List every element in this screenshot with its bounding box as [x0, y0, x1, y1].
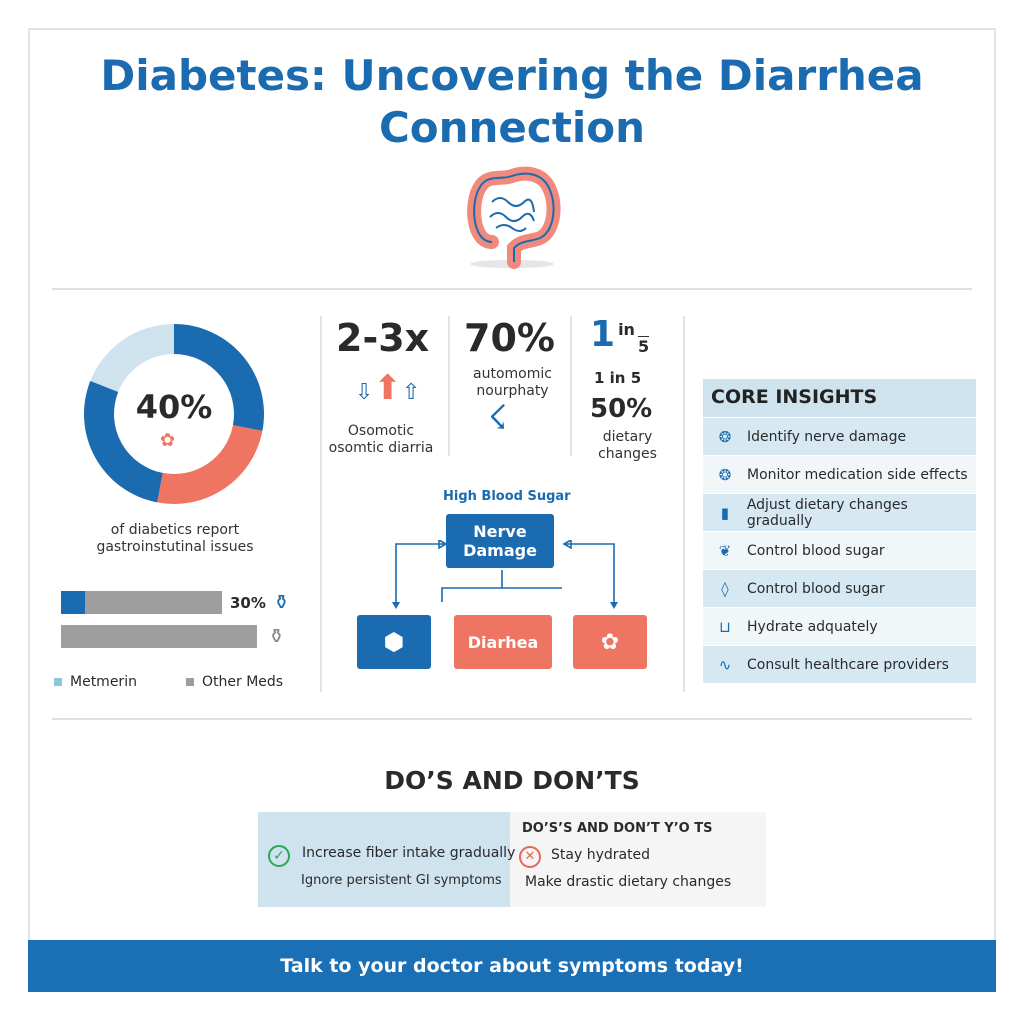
x-icon: ✕	[519, 846, 541, 868]
insight-label: Monitor medication side effects	[747, 466, 968, 483]
dont-item: Make drastic dietary changes	[525, 874, 732, 890]
other-meds-bar	[61, 625, 257, 648]
divider	[683, 316, 685, 692]
divider	[320, 316, 322, 692]
dont-item: Stay hydrated	[551, 847, 651, 863]
insight-label: Consult healthcare providers	[747, 656, 949, 673]
bottle-icon: ▮	[720, 503, 730, 522]
donut-center-value: 40%	[135, 388, 213, 426]
do-item: Increase fiber intake gradually	[302, 845, 516, 861]
dos-column	[258, 812, 510, 907]
divider	[52, 718, 972, 720]
page-title: Diabetes: Uncovering the Diarrhea Connec…	[100, 51, 924, 152]
colon-icon-box: ✿	[573, 615, 647, 669]
insight-item: ▮ Adjust dietary changes gradually	[703, 493, 976, 531]
stethoscope-icon: ∿	[718, 655, 732, 674]
pill-bottle-icon: ⚱	[273, 590, 290, 614]
core-insights-header: CORE INSIGHTS	[703, 379, 976, 417]
donut-caption: of diabetics report gastroinstutinal issu…	[96, 522, 254, 555]
ratio-graphic: 1 in 5	[590, 314, 650, 356]
insight-item: ❂ Identify nerve damage	[703, 417, 976, 455]
donts-column	[510, 812, 766, 907]
legend-other-meds: Other Meds	[186, 674, 283, 690]
do-item: Ignore persistent GI symptoms	[301, 873, 502, 888]
stat-value: 50%	[590, 394, 653, 424]
brain-icon: ❂	[718, 465, 732, 484]
metformin-bar	[61, 591, 222, 614]
stat-value: 70%	[464, 316, 555, 360]
divider	[570, 316, 572, 456]
donut-segment	[84, 380, 163, 503]
insight-label: Hydrate adquately	[747, 618, 878, 635]
check-icon: ✓	[268, 845, 290, 867]
insight-label: Adjust dietary changes gradually	[746, 496, 908, 529]
donut-segment	[174, 324, 264, 431]
cup-icon: ⊔	[719, 617, 731, 636]
insight-item: ◊ Control blood sugar	[703, 569, 976, 607]
divider	[52, 288, 972, 290]
diarrhea-box: Diarhea	[454, 615, 552, 669]
stat-caption: dietary changes	[598, 429, 657, 462]
nerve-damage-box: Nerve Damage	[446, 514, 554, 568]
insight-item: ∿ Consult healthcare providers	[703, 645, 976, 683]
donut-segment	[90, 324, 174, 392]
insight-item: ⊔ Hydrate adquately	[703, 607, 976, 645]
insight-item: ❂ Monitor medication side effects	[703, 455, 976, 493]
insight-item: ❦ Control blood sugar	[703, 531, 976, 569]
drop-icon: ◊	[721, 579, 729, 598]
leaf-icon: ❦	[718, 541, 732, 560]
cube-icon-box: ⬢	[357, 615, 431, 669]
stat-value: 2-3x	[336, 316, 430, 360]
head-lightning-icon: ☇	[488, 398, 508, 438]
insight-label: Identify nerve damage	[747, 428, 907, 445]
stat-caption: Osomotic osomtic diarria	[328, 423, 434, 456]
metformin-value: 30%	[230, 594, 266, 612]
divider	[448, 316, 450, 456]
flow-top-label: High Blood Sugar	[443, 489, 571, 504]
brain-icon: ❂	[718, 427, 732, 446]
core-insights-panel: CORE INSIGHTS ❂ Identify nerve damage ❂ Mon…	[703, 379, 976, 683]
pill-bottle-icon: ⚱	[268, 624, 285, 648]
legend-metformin: Metmerin	[54, 674, 137, 690]
colon-illustration	[467, 166, 561, 269]
donts-header: DO’S’S AND DON’T Y’O TS	[522, 821, 713, 836]
donut-segment	[157, 425, 263, 504]
dos-donts-title: DO’S AND DON’TS	[384, 766, 640, 795]
colon-icon: ✿	[160, 430, 176, 451]
arrows-icon: ⇩⬆⇧	[355, 368, 421, 408]
donut-chart	[84, 324, 264, 504]
flow-arrows	[392, 540, 618, 609]
stat-caption: automomic nourphaty	[473, 366, 552, 399]
insight-label: Control blood sugar	[747, 580, 885, 597]
footer-banner: Talk to your doctor about symptoms today…	[28, 940, 996, 992]
insight-label: Control blood sugar	[747, 542, 885, 559]
ratio-text: 1 in 5	[594, 369, 642, 387]
